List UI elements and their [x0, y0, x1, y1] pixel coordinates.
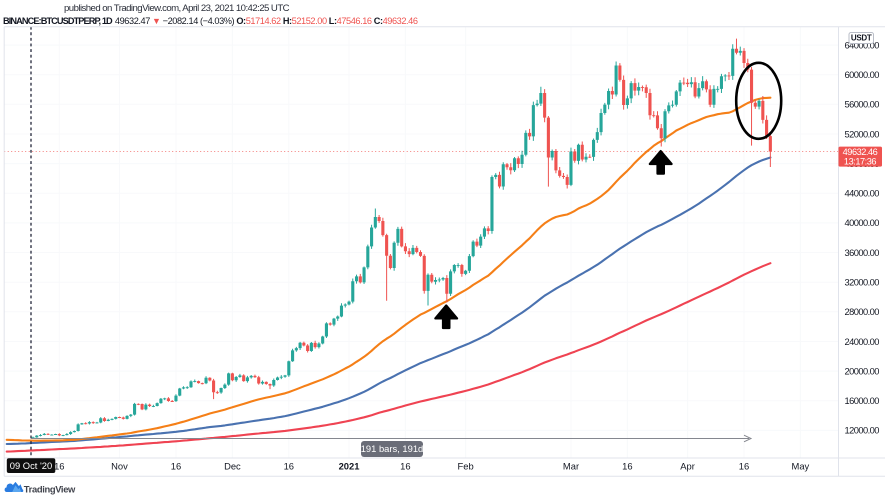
svg-text:TradingView: TradingView	[24, 483, 76, 494]
svg-text:191 bars, 191d: 191 bars, 191d	[361, 443, 424, 454]
svg-text:Apr: Apr	[680, 460, 695, 471]
svg-text:16: 16	[739, 460, 749, 471]
svg-text:56000.00: 56000.00	[845, 100, 880, 110]
svg-text:May: May	[792, 460, 810, 471]
svg-text:32000.00: 32000.00	[845, 278, 880, 288]
svg-text:40000.00: 40000.00	[845, 218, 880, 228]
svg-text:13:17:36: 13:17:36	[844, 156, 877, 166]
svg-text:Nov: Nov	[111, 460, 128, 471]
svg-text:20000.00: 20000.00	[845, 366, 880, 376]
svg-text:16: 16	[284, 460, 294, 471]
svg-text:49632.46: 49632.46	[843, 147, 878, 157]
svg-text:28000.00: 28000.00	[845, 307, 880, 317]
svg-text:16: 16	[171, 460, 181, 471]
svg-text:36000.00: 36000.00	[845, 248, 880, 258]
svg-text:2021: 2021	[339, 460, 360, 471]
svg-text:Feb: Feb	[458, 460, 474, 471]
svg-text:16: 16	[622, 460, 632, 471]
svg-text:64000.00: 64000.00	[845, 40, 880, 50]
svg-text:12000.00: 12000.00	[845, 426, 880, 436]
svg-text:16: 16	[400, 460, 410, 471]
svg-text:44000.00: 44000.00	[845, 189, 880, 199]
svg-text:60000.00: 60000.00	[845, 70, 880, 80]
svg-text:USDT: USDT	[851, 34, 872, 43]
svg-text:09 Oct '20: 09 Oct '20	[10, 460, 52, 471]
svg-text:Dec: Dec	[224, 460, 241, 471]
svg-text:16000.00: 16000.00	[845, 396, 880, 406]
svg-text:16: 16	[54, 460, 64, 471]
svg-text:52000.00: 52000.00	[845, 129, 880, 139]
svg-text:Mar: Mar	[563, 460, 579, 471]
svg-text:24000.00: 24000.00	[845, 337, 880, 347]
